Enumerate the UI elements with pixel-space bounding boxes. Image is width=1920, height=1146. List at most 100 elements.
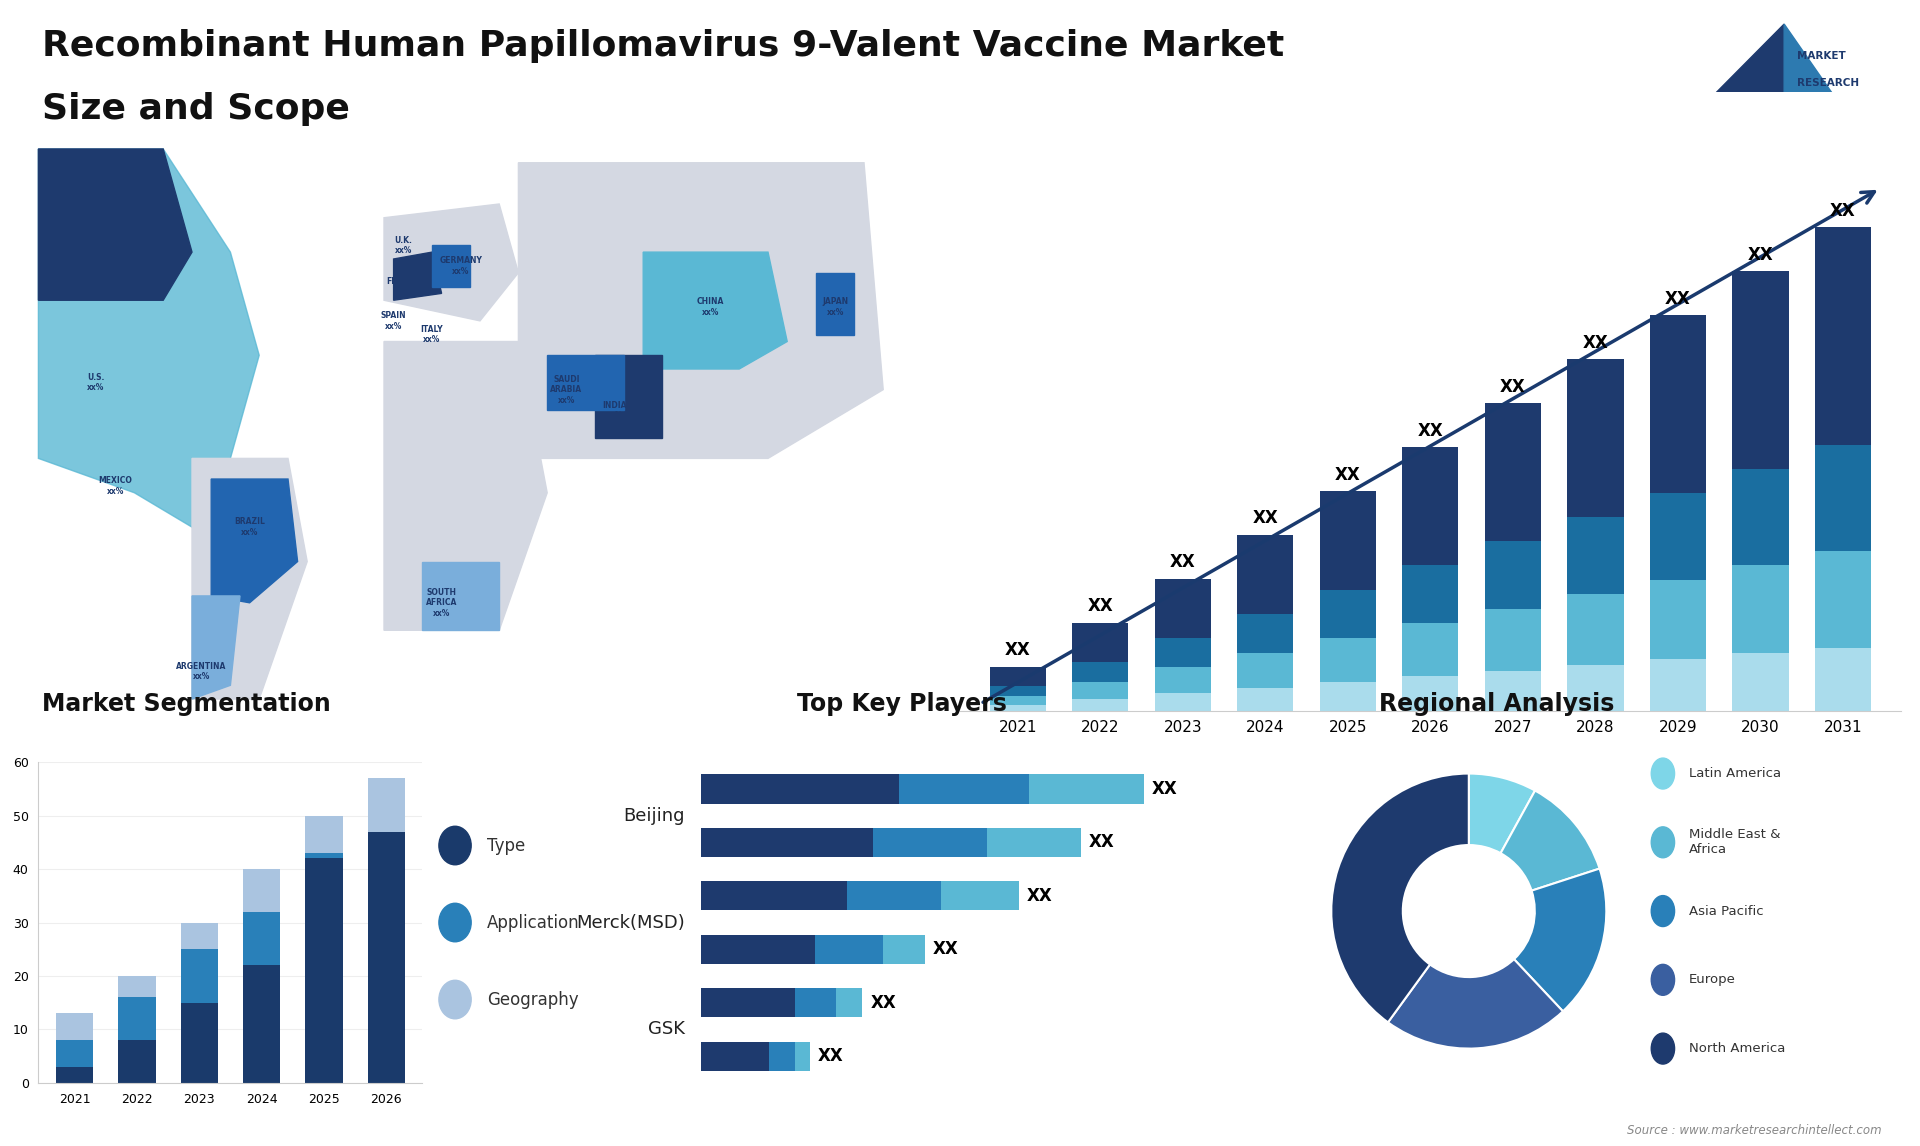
Text: XX: XX	[1152, 779, 1177, 798]
Bar	[1402, 447, 1459, 565]
Bar	[1732, 469, 1789, 565]
Bar	[701, 935, 816, 964]
Polygon shape	[1655, 24, 1784, 155]
Text: XX: XX	[1087, 597, 1114, 615]
Bar	[701, 881, 847, 910]
Bar	[1029, 775, 1144, 803]
Bar	[56, 1013, 94, 1041]
Bar	[1567, 665, 1624, 711]
Text: Size and Scope: Size and Scope	[42, 92, 349, 126]
Bar	[180, 949, 219, 1003]
Bar	[1732, 653, 1789, 711]
Text: XX: XX	[1830, 202, 1857, 220]
Text: U.K.
xx%: U.K. xx%	[394, 236, 413, 254]
Circle shape	[440, 980, 470, 1019]
Text: ITALY
xx%: ITALY xx%	[420, 325, 444, 344]
Text: U.S.
xx%: U.S. xx%	[86, 374, 106, 392]
Text: Europe: Europe	[1690, 973, 1736, 987]
Text: Asia Pacific: Asia Pacific	[1690, 904, 1763, 918]
Polygon shape	[422, 562, 499, 630]
Circle shape	[1651, 1034, 1674, 1063]
Bar	[180, 923, 219, 949]
Bar	[1814, 445, 1872, 551]
Bar	[701, 775, 899, 803]
Polygon shape	[192, 458, 307, 699]
Polygon shape	[816, 273, 854, 335]
Bar	[883, 935, 925, 964]
Bar	[1071, 699, 1129, 711]
Text: Regional Analysis: Regional Analysis	[1379, 692, 1615, 716]
Text: SAUDI
ARABIA
xx%: SAUDI ARABIA xx%	[551, 375, 582, 405]
Text: Market Segmentation: Market Segmentation	[42, 692, 330, 716]
Text: Source : www.marketresearchintellect.com: Source : www.marketresearchintellect.com	[1626, 1124, 1882, 1137]
Bar	[1319, 590, 1377, 638]
Bar	[1236, 688, 1294, 711]
Text: Application: Application	[488, 913, 580, 932]
Bar	[1071, 682, 1129, 699]
Text: Recombinant Human Papillomavirus 9-Valent Vaccine Market: Recombinant Human Papillomavirus 9-Valen…	[42, 29, 1284, 63]
Bar	[305, 853, 342, 858]
Bar	[899, 775, 1029, 803]
Bar	[119, 997, 156, 1041]
Bar	[1402, 623, 1459, 676]
Wedge shape	[1388, 959, 1563, 1049]
Bar	[242, 869, 280, 912]
Circle shape	[440, 903, 470, 942]
Bar	[242, 965, 280, 1083]
Polygon shape	[547, 355, 624, 410]
Bar	[180, 1003, 219, 1083]
Polygon shape	[432, 245, 470, 286]
Text: XX: XX	[1582, 333, 1609, 352]
Bar	[305, 816, 342, 853]
Text: XX: XX	[1169, 554, 1196, 572]
Bar	[1814, 551, 1872, 647]
Bar	[1814, 647, 1872, 711]
Polygon shape	[1784, 24, 1874, 155]
Circle shape	[1651, 896, 1674, 926]
Bar	[989, 705, 1046, 711]
Bar	[56, 1067, 94, 1083]
Wedge shape	[1501, 791, 1599, 890]
Bar	[367, 832, 405, 1083]
Bar	[941, 881, 1020, 910]
Text: ARGENTINA
xx%: ARGENTINA xx%	[177, 662, 227, 681]
Text: XX: XX	[870, 994, 897, 1012]
Bar	[1567, 517, 1624, 595]
Text: JAPAN
xx%: JAPAN xx%	[822, 298, 849, 316]
Bar	[1649, 315, 1707, 493]
Text: XX: XX	[1004, 642, 1031, 659]
Polygon shape	[38, 149, 192, 300]
Bar	[1649, 493, 1707, 580]
Text: XX: XX	[1665, 290, 1692, 308]
Bar	[119, 1041, 156, 1083]
Text: CANADA
xx%: CANADA xx%	[88, 209, 123, 227]
Polygon shape	[38, 149, 259, 527]
Bar	[847, 881, 941, 910]
Polygon shape	[192, 596, 240, 699]
Bar	[1484, 670, 1542, 711]
Bar	[1154, 667, 1212, 693]
Bar	[1236, 535, 1294, 614]
Text: XX: XX	[1252, 510, 1279, 527]
Bar	[989, 667, 1046, 686]
Bar	[119, 976, 156, 997]
Bar	[1236, 652, 1294, 688]
Text: Top Key Players: Top Key Players	[797, 692, 1006, 716]
Text: Beijing: Beijing	[624, 807, 685, 825]
Bar	[701, 827, 874, 857]
Text: RESEARCH: RESEARCH	[1797, 78, 1859, 88]
Bar	[795, 988, 837, 1018]
Text: CHINA
xx%: CHINA xx%	[697, 298, 724, 316]
Polygon shape	[394, 252, 442, 300]
Bar	[1484, 541, 1542, 609]
Bar	[1154, 693, 1212, 711]
Polygon shape	[211, 479, 298, 603]
Bar	[1649, 580, 1707, 659]
Text: INTELLECT: INTELLECT	[1797, 105, 1859, 116]
Text: Middle East &
Africa: Middle East & Africa	[1690, 829, 1780, 856]
Text: Type: Type	[488, 837, 526, 855]
Text: Latin America: Latin America	[1690, 767, 1782, 780]
Text: XX: XX	[818, 1047, 843, 1066]
Bar	[1402, 676, 1459, 711]
Bar	[1814, 227, 1872, 445]
